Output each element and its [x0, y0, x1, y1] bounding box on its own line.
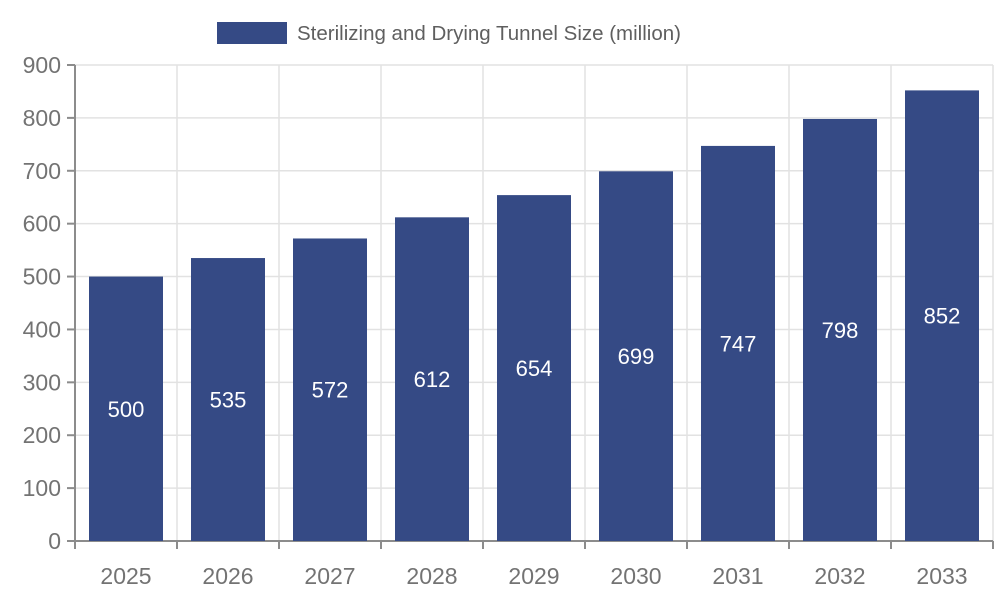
x-tick-label: 2031	[712, 563, 763, 589]
x-tick-label: 2032	[814, 563, 865, 589]
bar-value-label: 500	[108, 397, 145, 422]
tick-labels-layer: 0 100 200 300 400 500 600 700 800 900 2025 2026 2027…	[23, 52, 968, 589]
bar-value-label: 535	[210, 388, 247, 413]
y-tick-label: 200	[23, 422, 61, 448]
y-tick-label: 400	[23, 316, 61, 342]
bars-layer: 500 535 572 612 654 699 747 798 852	[89, 90, 979, 542]
y-tick-label: 0	[48, 528, 61, 554]
y-tick-label: 500	[23, 264, 61, 290]
bar-2025	[89, 276, 163, 541]
bar-2030	[599, 171, 673, 541]
x-tick-label: 2027	[304, 563, 355, 589]
bar-value-label: 612	[414, 367, 451, 392]
x-tick-label: 2028	[406, 563, 457, 589]
y-tick-label: 900	[23, 52, 61, 78]
bar-2029	[497, 195, 571, 541]
y-tick-label: 300	[23, 369, 61, 395]
x-tick-label: 2029	[508, 563, 559, 589]
bar-2028	[395, 217, 469, 541]
x-tick-label: 2030	[610, 563, 661, 589]
legend: Sterilizing and Drying Tunnel Size (mill…	[217, 22, 681, 45]
y-tick-label: 800	[23, 105, 61, 131]
bar-value-label: 747	[720, 331, 757, 356]
bar-2027	[293, 238, 367, 541]
legend-swatch	[217, 22, 287, 44]
x-tick-label: 2033	[916, 563, 967, 589]
bar-value-label: 654	[516, 356, 553, 381]
y-tick-label: 600	[23, 211, 61, 237]
y-tick-label: 700	[23, 158, 61, 184]
x-tick-label: 2025	[100, 563, 151, 589]
x-tick-label: 2026	[202, 563, 253, 589]
legend-label: Sterilizing and Drying Tunnel Size (mill…	[297, 22, 681, 45]
bar-value-label: 699	[618, 344, 655, 369]
bar-2033	[905, 90, 979, 542]
bar-2031	[701, 145, 775, 542]
bar-value-label: 852	[924, 304, 961, 329]
y-tick-label: 100	[23, 475, 61, 501]
bar-2026	[191, 258, 265, 541]
bar-2032	[803, 118, 877, 542]
bar-value-label: 572	[312, 378, 349, 403]
bar-value-label: 798	[822, 318, 859, 343]
